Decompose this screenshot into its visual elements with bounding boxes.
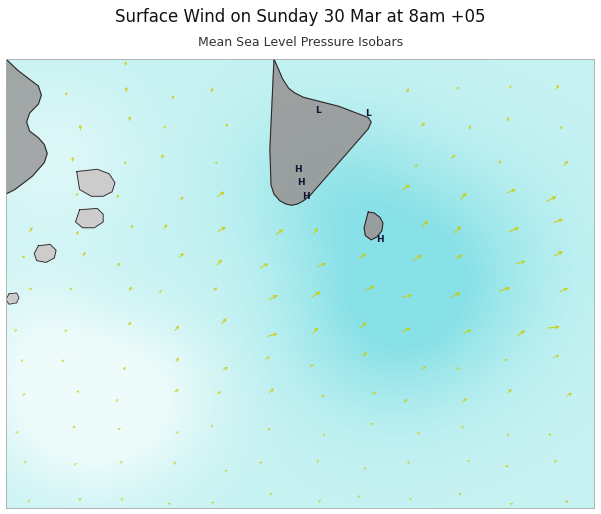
Text: L: L (316, 106, 321, 115)
Text: H: H (297, 178, 304, 187)
Polygon shape (270, 59, 371, 205)
Text: Surface Wind on Sunday 30 Mar at 8am +05: Surface Wind on Sunday 30 Mar at 8am +05 (115, 8, 486, 26)
Polygon shape (76, 209, 103, 228)
Text: L: L (365, 108, 371, 118)
Text: H: H (376, 234, 384, 244)
Polygon shape (364, 212, 383, 240)
Polygon shape (34, 245, 56, 262)
Text: H: H (302, 192, 310, 201)
Text: H: H (294, 165, 301, 174)
Polygon shape (77, 169, 115, 196)
Polygon shape (6, 59, 47, 194)
Polygon shape (6, 293, 19, 304)
Text: Mean Sea Level Pressure Isobars: Mean Sea Level Pressure Isobars (198, 35, 403, 49)
